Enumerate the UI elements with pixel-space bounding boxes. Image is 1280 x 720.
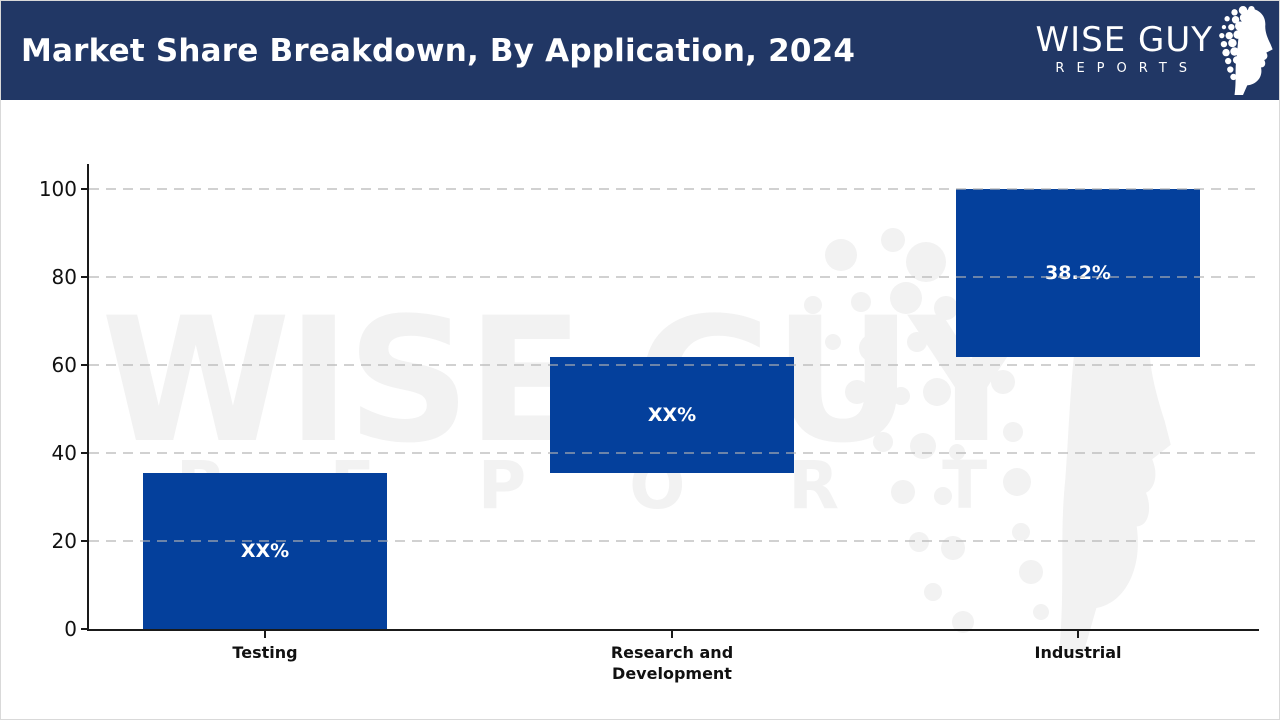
y-axis-line [87,164,89,630]
y-tick-label-20: 20 [51,529,77,553]
x-category-label-testing: Testing [232,643,298,662]
logo-wordmark: WISE GUY [1035,20,1213,60]
bar-value-label-testing: XX% [240,539,290,562]
grid-overlay-layer [1,100,1279,719]
x-tick-mark-industrial [1077,630,1079,638]
y-tick-label-80: 80 [51,265,77,289]
y-tick-label-60: 60 [51,353,77,377]
y-tick-mark-60 [81,364,89,366]
y-tick-mark-80 [81,276,89,278]
y-tick-mark-40 [81,452,89,454]
header-bar: Market Share Breakdown, By Application, … [1,1,1279,100]
x-category-label-industrial: Industrial [1034,643,1122,662]
gridline-40 [89,452,1259,454]
wise-guy-reports-logo: WISE GUY REPORTS [1025,1,1275,100]
y-tick-label-100: 100 [38,177,77,201]
x-category-label-research-and-development: Research and Development [610,643,734,683]
gridline-80 [89,276,1259,278]
page-title: Market Share Breakdown, By Application, … [21,32,856,69]
bar-industrial: 38.2% [956,189,1200,358]
y-tick-mark-0 [81,628,89,630]
bar-testing: XX% [143,472,387,629]
logo-text: WISE GUY REPORTS [1035,21,1213,76]
logo-head-icon [1219,6,1273,95]
gridline-20 [89,540,1259,542]
x-tick-mark-testing [264,630,266,638]
bar-layer: XX% XX% 38.2% [1,100,1279,719]
x-axis-line [87,629,1259,631]
y-tick-mark-20 [81,540,89,542]
y-tick-mark-100 [81,188,89,190]
axis-layer [1,100,1279,719]
tick-layer: 0 20 40 60 80 100 Testing Research and Developm… [1,100,1279,719]
gridline-100 [89,188,1259,190]
chart-canvas: WISE GUY R E P O R T S [1,100,1279,719]
bar-value-label-industrial: 38.2% [1045,262,1111,285]
gridline-60 [89,364,1259,366]
bar-value-label-research-and-development: XX% [647,403,697,426]
y-tick-label-0: 0 [64,617,77,641]
logo-subtitle: REPORTS [1055,61,1200,76]
x-tick-mark-research-and-development [671,630,673,638]
y-tick-label-40: 40 [51,441,77,465]
